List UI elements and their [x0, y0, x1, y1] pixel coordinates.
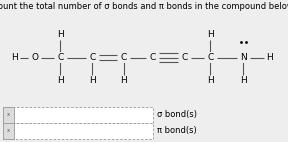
Text: x: x [7, 129, 10, 133]
Text: C: C [207, 53, 213, 62]
Text: H: H [240, 76, 247, 85]
Text: Count the total number of σ bonds and π bonds in the compound below:: Count the total number of σ bonds and π … [0, 2, 288, 11]
Text: H: H [57, 30, 64, 39]
Text: H: H [207, 76, 214, 85]
Text: x: x [7, 112, 10, 117]
Text: H: H [120, 76, 127, 85]
Text: H: H [11, 53, 18, 62]
Text: H: H [207, 30, 214, 39]
Text: C: C [57, 53, 64, 62]
Text: O: O [31, 53, 38, 62]
Bar [3, 123, 14, 139]
Bar [3, 106, 153, 123]
Text: N: N [240, 53, 247, 62]
Text: H: H [266, 53, 273, 62]
Text: H: H [89, 76, 96, 85]
Text: π bond(s): π bond(s) [157, 127, 197, 135]
Text: C: C [89, 53, 95, 62]
Bar [3, 106, 14, 123]
Bar [3, 123, 153, 139]
Text: C: C [149, 53, 156, 62]
Text: C: C [121, 53, 127, 62]
Text: σ bond(s): σ bond(s) [157, 110, 197, 119]
Text: C: C [181, 53, 187, 62]
Text: H: H [57, 76, 64, 85]
